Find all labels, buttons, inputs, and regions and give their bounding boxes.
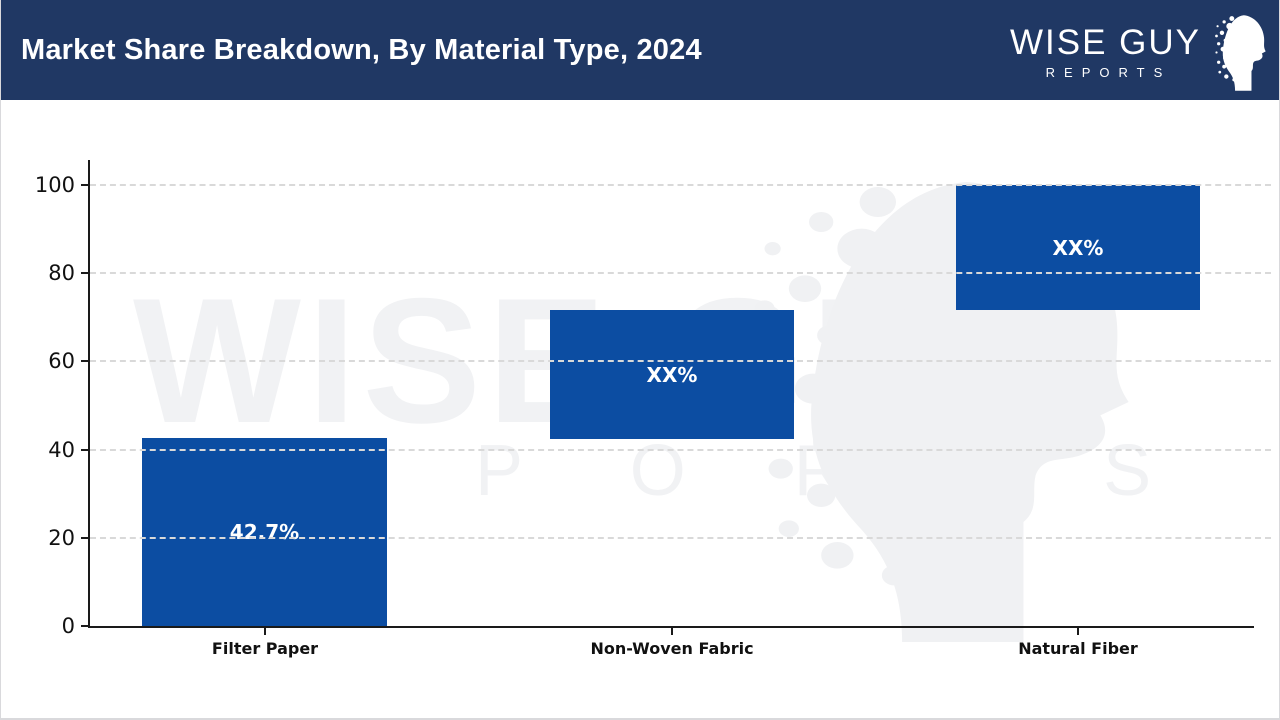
y-tick-mark	[81, 537, 89, 539]
y-tick-mark	[81, 272, 89, 274]
category-label-non-woven-fabric: Non-Woven Fabric	[590, 639, 754, 658]
gridline-80	[90, 272, 1271, 274]
gridline-60	[90, 360, 1271, 362]
wiseguy-logo: WISE GUY REPORTS	[1010, 6, 1273, 96]
gridline-40	[90, 449, 1271, 451]
x-tick-mark	[671, 628, 673, 635]
y-tick-label: 60	[48, 349, 75, 373]
bar-natural-fiber: XX%	[956, 185, 1200, 310]
page-title: Market Share Breakdown, By Material Type…	[21, 34, 702, 66]
x-axis-line	[88, 626, 1254, 628]
header-bar: Market Share Breakdown, By Material Type…	[1, 0, 1279, 100]
category-label-filter-paper: Filter Paper	[211, 639, 319, 658]
wiseguy-face-icon	[1209, 12, 1271, 94]
bar-value-label: XX%	[1052, 235, 1104, 260]
y-tick-mark	[81, 449, 89, 451]
y-tick-mark	[81, 360, 89, 362]
y-tick-label: 0	[61, 614, 75, 638]
bar-non-woven-fabric: XX%	[550, 310, 794, 439]
x-tick-mark	[264, 628, 266, 635]
gridline-100	[90, 184, 1271, 186]
bar-value-label: 42.7%	[229, 520, 300, 544]
bar-filter-paper: 42.7%	[142, 438, 387, 626]
gridline-20	[90, 537, 1271, 539]
y-tick-mark	[81, 625, 89, 627]
logo-reports-text: REPORTS	[1045, 65, 1172, 80]
y-tick-mark	[81, 184, 89, 186]
x-tick-mark	[1077, 628, 1079, 635]
logo-text: WISE GUY REPORTS	[1009, 23, 1201, 81]
y-tick-label: 20	[48, 526, 75, 550]
y-tick-label: 80	[48, 261, 75, 285]
y-tick-label: 100	[34, 173, 75, 197]
category-label-natural-fiber: Natural Fiber	[1018, 639, 1138, 658]
y-tick-label: 40	[48, 438, 75, 462]
bar-value-label: XX%	[646, 362, 698, 387]
logo-wiseguy-text: WISE GUY	[1009, 23, 1201, 62]
y-axis-line	[88, 160, 90, 628]
